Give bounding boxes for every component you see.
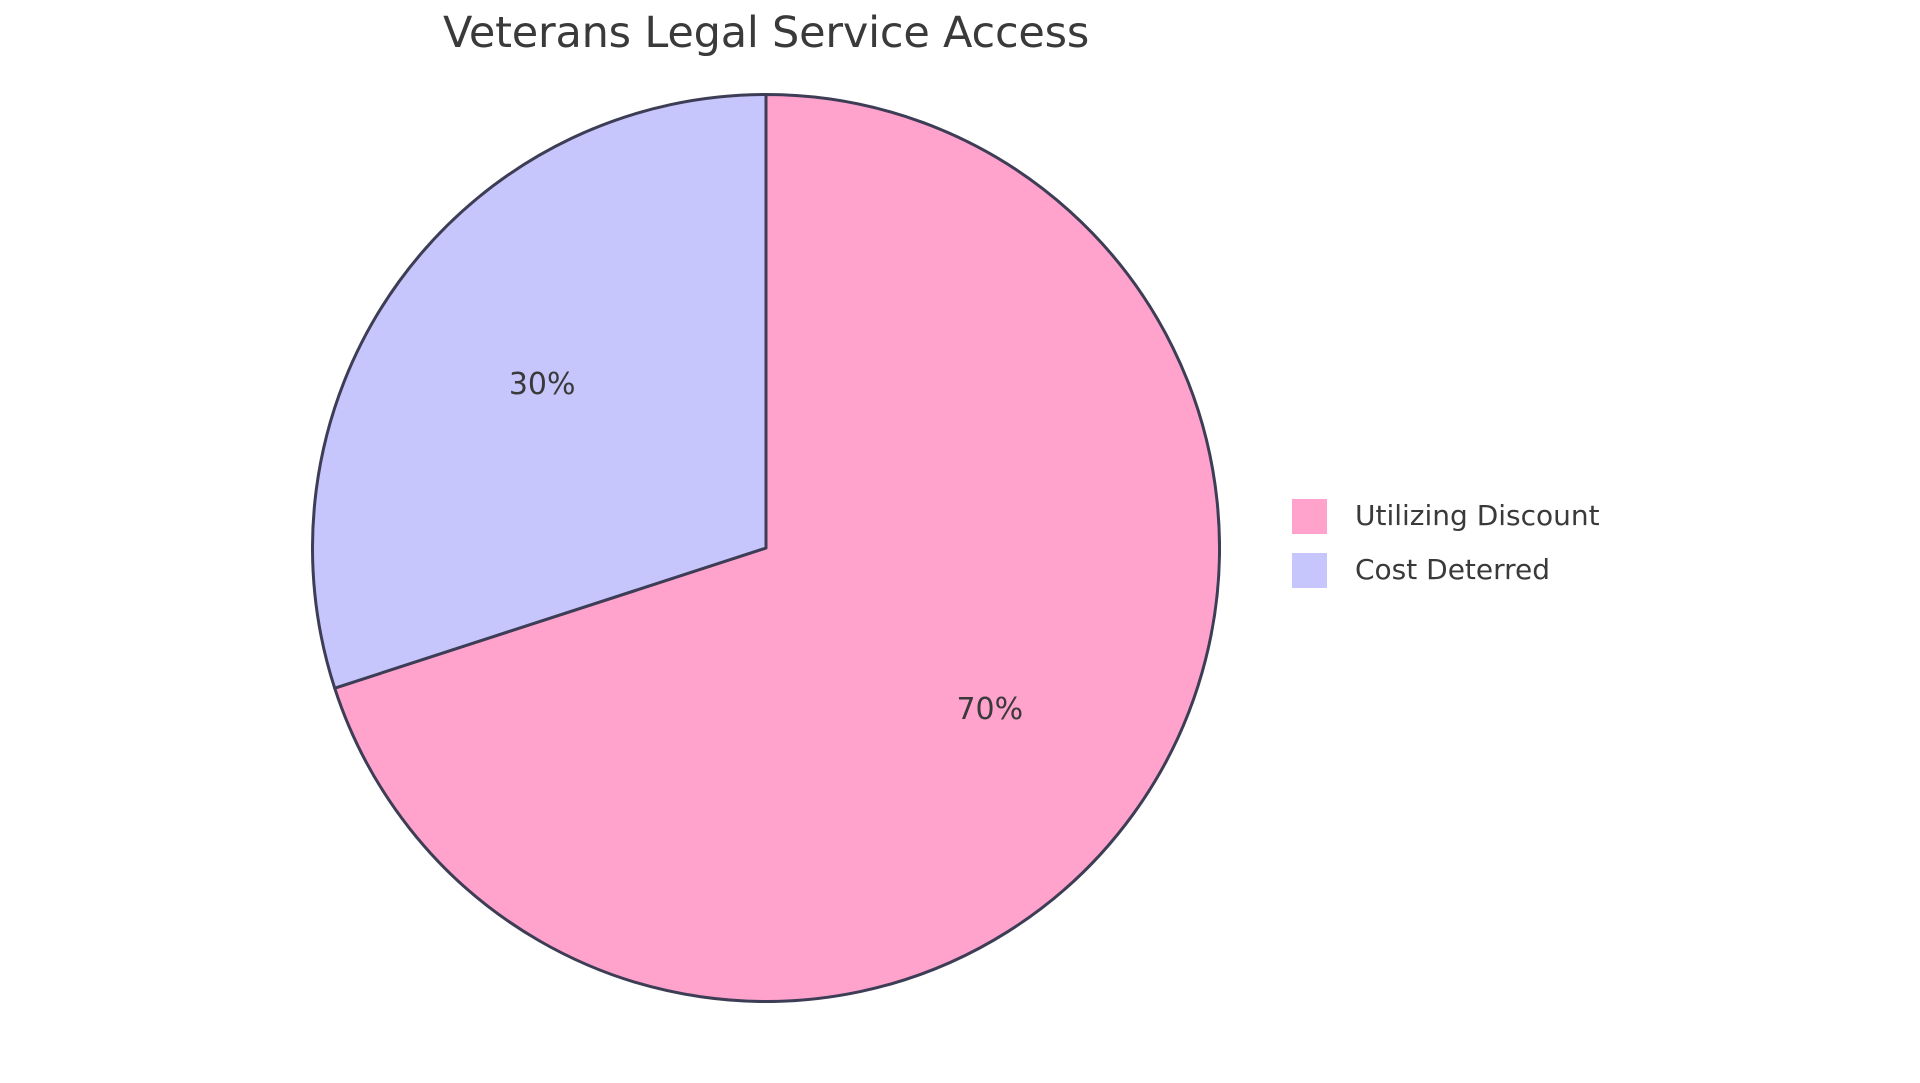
pie-slice-group — [311, 93, 1221, 1003]
chart-legend: Utilizing Discount Cost Deterred — [1292, 489, 1600, 597]
legend-item-utilizing-discount[interactable]: Utilizing Discount — [1292, 489, 1600, 543]
pie-slice-label-cost-deterred: 30% — [509, 367, 576, 402]
pie-slice-label-utilizing-discount: 70% — [956, 692, 1023, 727]
pie-slice-utilizing-discount[interactable] — [333, 93, 1221, 1003]
legend-item-label: Cost Deterred — [1355, 553, 1551, 586]
pie-plot-area: 70% 30% — [311, 93, 1221, 1003]
pie-svg: 70% 30% — [311, 93, 1221, 1003]
pie-slice-cost-deterred[interactable] — [311, 93, 768, 690]
chart-title: Veterans Legal Service Access — [442, 8, 1090, 58]
legend-item-label: Utilizing Discount — [1355, 499, 1600, 532]
pie-slice-label-group: 70% 30% — [509, 367, 1023, 727]
legend-item-cost-deterred[interactable]: Cost Deterred — [1292, 543, 1600, 597]
legend-swatch-icon — [1292, 498, 1327, 534]
legend-swatch-icon — [1292, 552, 1327, 588]
